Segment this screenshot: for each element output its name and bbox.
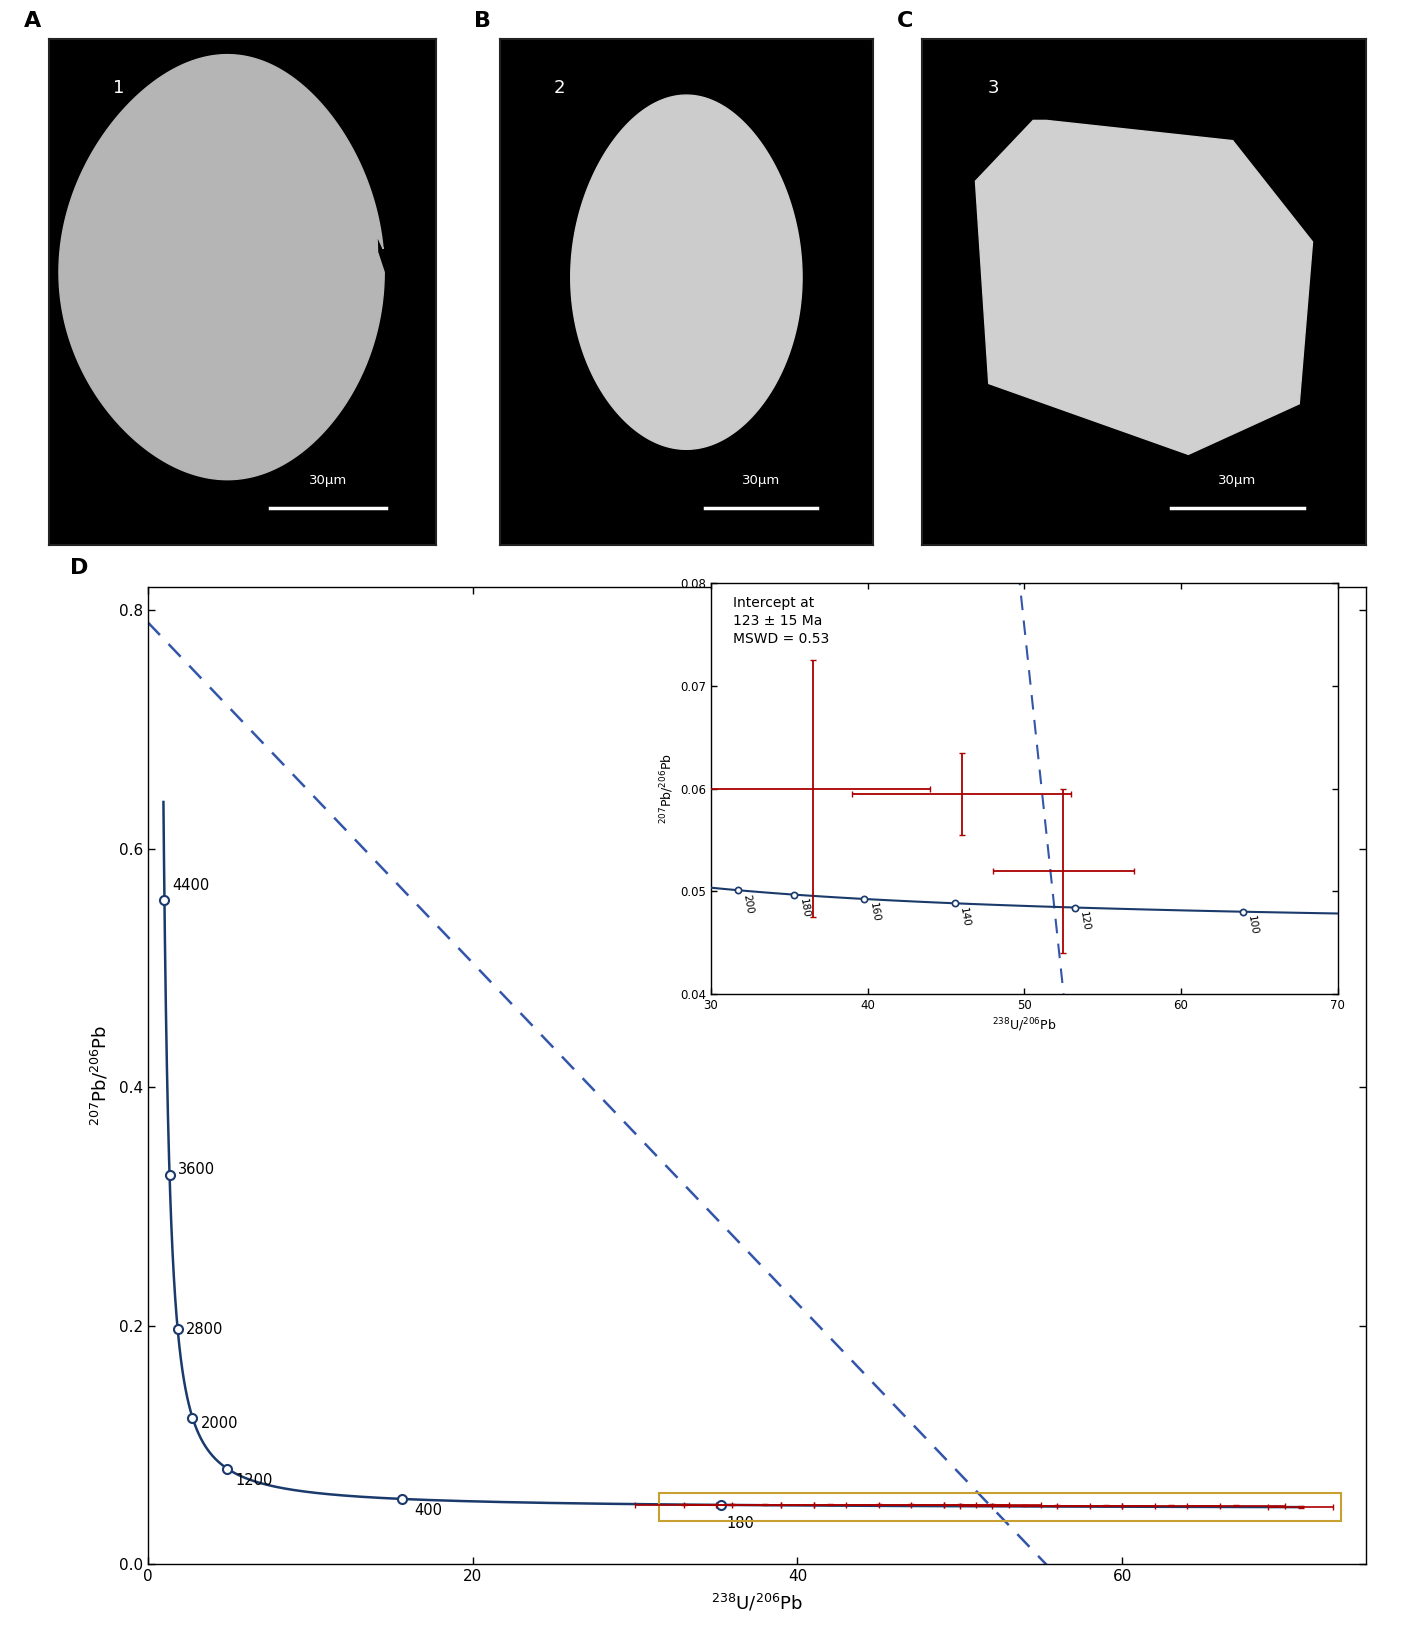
Text: 1: 1 <box>113 79 125 97</box>
Text: D: D <box>70 559 89 578</box>
Text: 180: 180 <box>797 897 811 918</box>
Text: 2: 2 <box>553 79 565 97</box>
Polygon shape <box>570 95 803 449</box>
Text: 2000: 2000 <box>200 1416 238 1431</box>
Text: 400: 400 <box>414 1503 442 1518</box>
Text: 120: 120 <box>1079 910 1091 932</box>
Bar <box>659 1492 1342 1521</box>
Text: 3600: 3600 <box>177 1162 215 1176</box>
Text: 180: 180 <box>727 1516 755 1531</box>
X-axis label: $^{238}$U/$^{206}$Pb: $^{238}$U/$^{206}$Pb <box>711 1592 803 1613</box>
Text: 30μm: 30μm <box>308 475 348 488</box>
Polygon shape <box>59 54 384 480</box>
Text: 160: 160 <box>867 902 881 923</box>
Polygon shape <box>976 120 1312 455</box>
Text: C: C <box>897 12 914 31</box>
Y-axis label: $^{207}$Pb/$^{206}$Pb: $^{207}$Pb/$^{206}$Pb <box>89 1025 110 1125</box>
Text: 100: 100 <box>1246 915 1260 937</box>
Text: 30μm: 30μm <box>742 475 780 488</box>
Text: Intercept at
123 ± 15 Ma
MSWD = 0.53: Intercept at 123 ± 15 Ma MSWD = 0.53 <box>734 595 829 646</box>
X-axis label: $^{238}$U/$^{206}$Pb: $^{238}$U/$^{206}$Pb <box>993 1015 1056 1033</box>
Text: 140: 140 <box>957 907 972 928</box>
Text: 3: 3 <box>987 79 998 97</box>
Text: 30μm: 30μm <box>1218 475 1256 488</box>
Text: A: A <box>24 12 41 31</box>
Y-axis label: $^{207}$Pb/$^{206}$Pb: $^{207}$Pb/$^{206}$Pb <box>659 752 676 825</box>
Text: B: B <box>474 12 491 31</box>
Text: 200: 200 <box>742 894 755 915</box>
Text: 4400: 4400 <box>173 877 210 894</box>
Text: 1200: 1200 <box>235 1474 273 1489</box>
Text: 2800: 2800 <box>186 1323 224 1337</box>
